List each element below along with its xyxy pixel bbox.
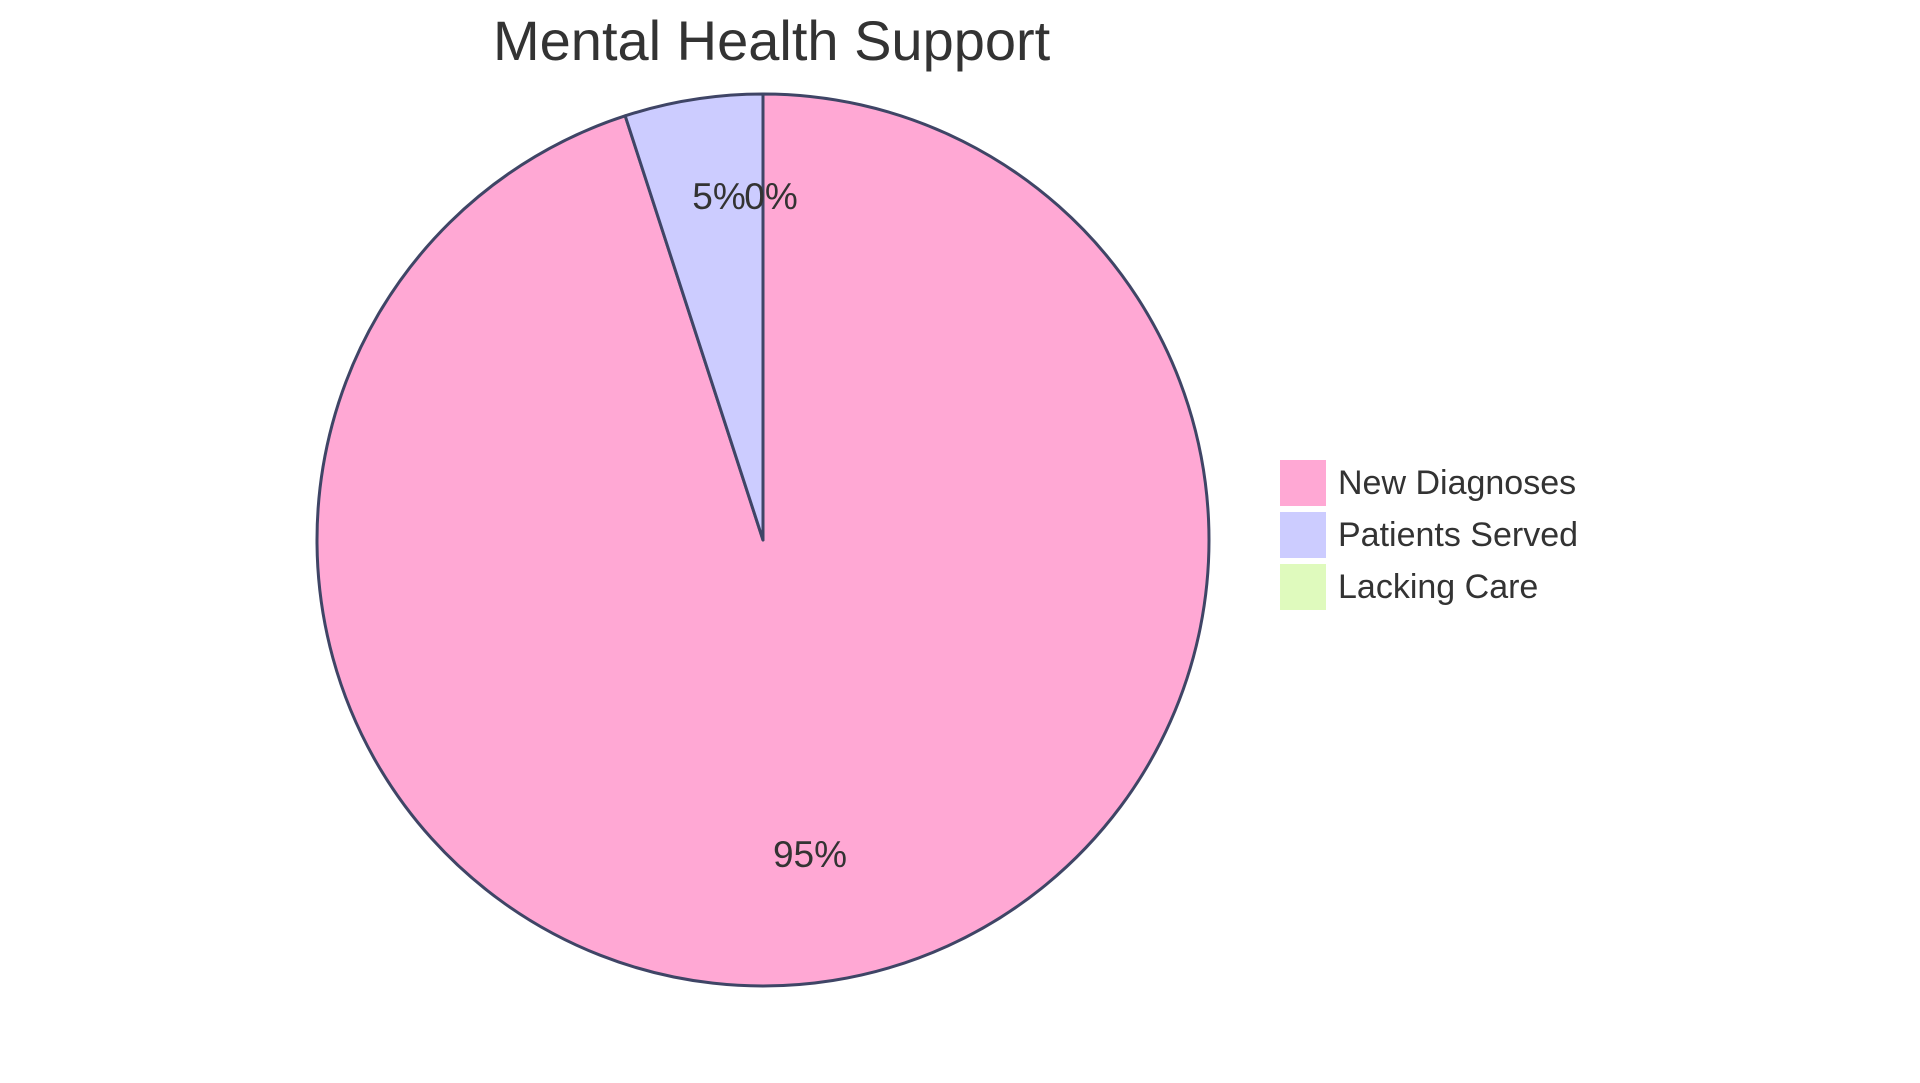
svg-text:95%: 95% [773, 834, 847, 875]
svg-text:5%: 5% [692, 176, 745, 217]
svg-text:0%: 0% [744, 176, 797, 217]
